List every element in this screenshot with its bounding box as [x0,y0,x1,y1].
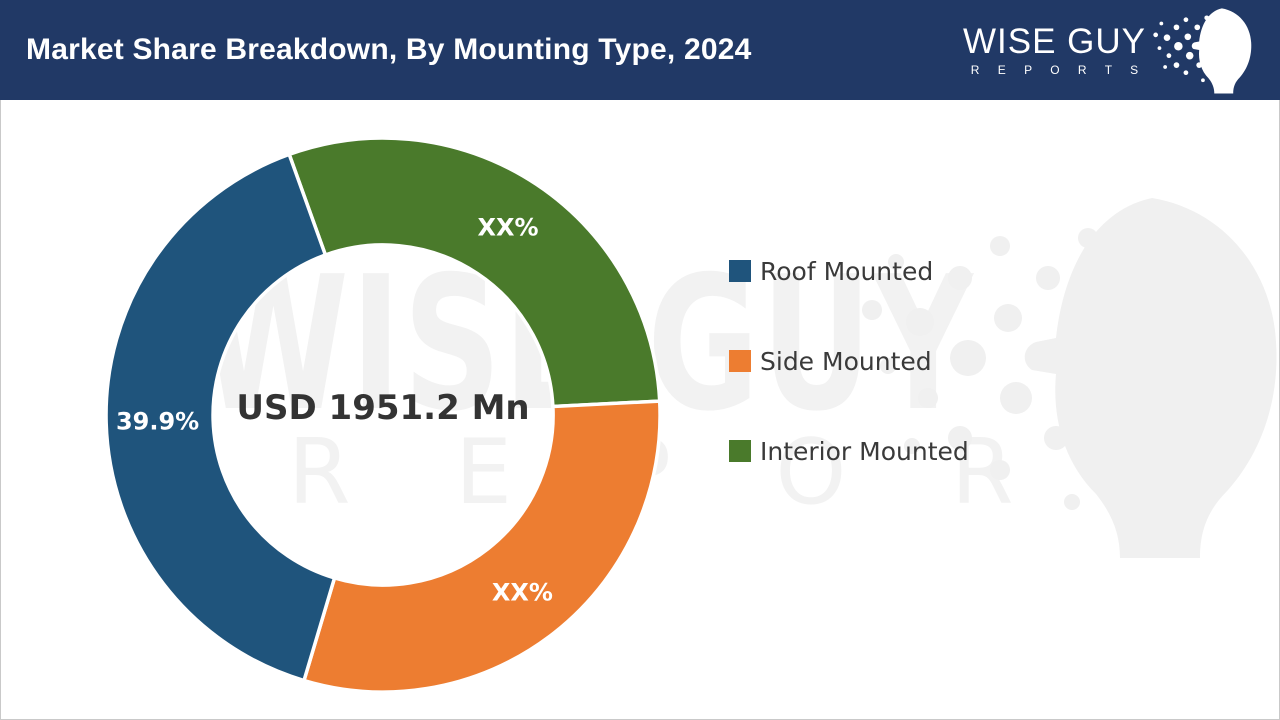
legend-item-roof-mounted: Roof Mounted [729,256,969,286]
legend-label: Side Mounted [760,346,932,376]
donut-slice-roof-mounted [104,152,337,683]
wiseguy-face-watermark [862,198,1277,558]
donut-chart: XX% XX% 39.9% [104,136,662,694]
chart-center-value: USD 1951.2 Mn [236,388,530,428]
legend-swatch-interior-mounted [729,440,751,462]
page-title: Market Share Breakdown, By Mounting Type… [26,33,752,66]
legend-item-interior-mounted: Interior Mounted [729,436,969,466]
wiseguy-face-icon [1153,8,1252,94]
donut-slice-interior-mounted [287,136,662,409]
logo-wordmark: WISE GUY [962,21,1146,61]
chart-legend: Roof Mounted Side Mounted Interior Mount… [729,256,969,466]
donut-slice-side-mounted [302,399,662,694]
legend-swatch-roof-mounted [729,260,751,282]
legend-label: Interior Mounted [760,436,969,466]
slice-label-roof-mounted: 39.9% [116,407,199,435]
logo-subtitle: R E P O R T S [970,62,1146,77]
legend-label: Roof Mounted [760,256,934,286]
legend-swatch-side-mounted [729,350,751,372]
slice-label-side-mounted: XX% [492,578,553,606]
wiseguy-logo: WISE GUY R E P O R T S [963,6,1254,94]
legend-item-side-mounted: Side Mounted [729,346,969,376]
header-bar: Market Share Breakdown, By Mounting Type… [0,0,1280,100]
wiseguy-logo-text: WISE GUY R E P O R T S [963,24,1146,77]
slice-label-interior-mounted: XX% [477,213,538,241]
